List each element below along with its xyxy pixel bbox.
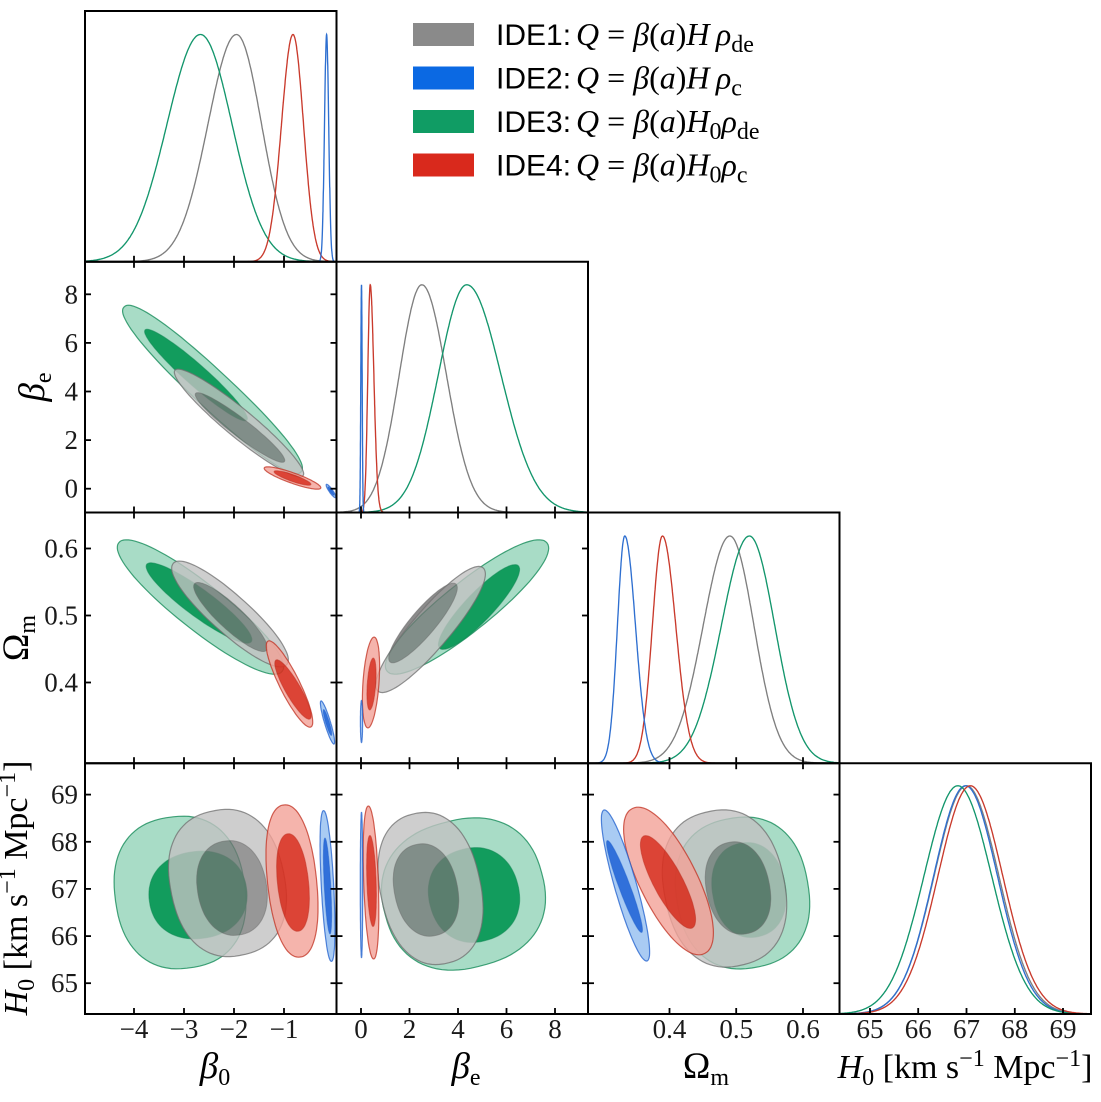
- svg-text:66: 66: [905, 1014, 932, 1044]
- svg-text:−3: −3: [170, 1014, 199, 1044]
- svg-text:67: 67: [953, 1014, 980, 1044]
- svg-text:2: 2: [403, 1014, 417, 1044]
- svg-text:0.4: 0.4: [653, 1014, 687, 1044]
- svg-text:0.5: 0.5: [44, 601, 78, 631]
- svg-text:4: 4: [65, 377, 79, 407]
- svg-text:69: 69: [51, 780, 78, 810]
- svg-text:6: 6: [65, 328, 79, 358]
- svg-text:Q = β(a)H ρc: Q = β(a)H ρc: [576, 60, 742, 102]
- svg-text:Q = β(a)H0ρde: Q = β(a)H0ρde: [576, 103, 760, 145]
- svg-text:−2: −2: [220, 1014, 249, 1044]
- svg-text:8: 8: [65, 279, 79, 309]
- svg-text:2: 2: [65, 425, 79, 455]
- svg-text:IDE2:: IDE2:: [496, 63, 571, 96]
- svg-text:Q = β(a)H0ρc: Q = β(a)H0ρc: [576, 147, 748, 189]
- svg-text:8: 8: [548, 1014, 562, 1044]
- svg-text:67: 67: [51, 874, 78, 904]
- svg-text:66: 66: [51, 921, 78, 951]
- svg-text:0.4: 0.4: [44, 668, 78, 698]
- svg-text:Ωm: Ωm: [683, 1046, 730, 1091]
- svg-text:−1: −1: [270, 1014, 299, 1044]
- svg-text:4: 4: [451, 1014, 465, 1044]
- svg-text:0.5: 0.5: [719, 1014, 753, 1044]
- svg-text:65: 65: [51, 968, 78, 998]
- svg-text:0: 0: [65, 474, 79, 504]
- svg-text:0.6: 0.6: [44, 534, 78, 564]
- svg-text:H0 [km s−1 Mpc−1]: H0 [km s−1 Mpc−1]: [0, 761, 40, 1017]
- svg-text:0.6: 0.6: [786, 1014, 820, 1044]
- svg-text:IDE4:: IDE4:: [496, 150, 571, 183]
- svg-text:IDE3:: IDE3:: [496, 106, 571, 139]
- svg-text:IDE1:: IDE1:: [496, 19, 571, 52]
- svg-text:−4: −4: [120, 1014, 149, 1044]
- svg-text:Ωm: Ωm: [0, 615, 41, 662]
- svg-text:Q = β(a)H ρde: Q = β(a)H ρde: [576, 16, 754, 58]
- svg-text:β0: β0: [199, 1046, 230, 1091]
- svg-text:H0 [km s−1 Mpc−1]: H0 [km s−1 Mpc−1]: [837, 1046, 1093, 1091]
- svg-text:βe: βe: [450, 1046, 480, 1091]
- svg-text:69: 69: [1050, 1014, 1077, 1044]
- svg-text:βe: βe: [12, 372, 57, 402]
- svg-text:65: 65: [857, 1014, 884, 1044]
- svg-text:6: 6: [500, 1014, 514, 1044]
- svg-text:68: 68: [51, 827, 78, 857]
- svg-text:68: 68: [1001, 1014, 1028, 1044]
- svg-text:0: 0: [354, 1014, 368, 1044]
